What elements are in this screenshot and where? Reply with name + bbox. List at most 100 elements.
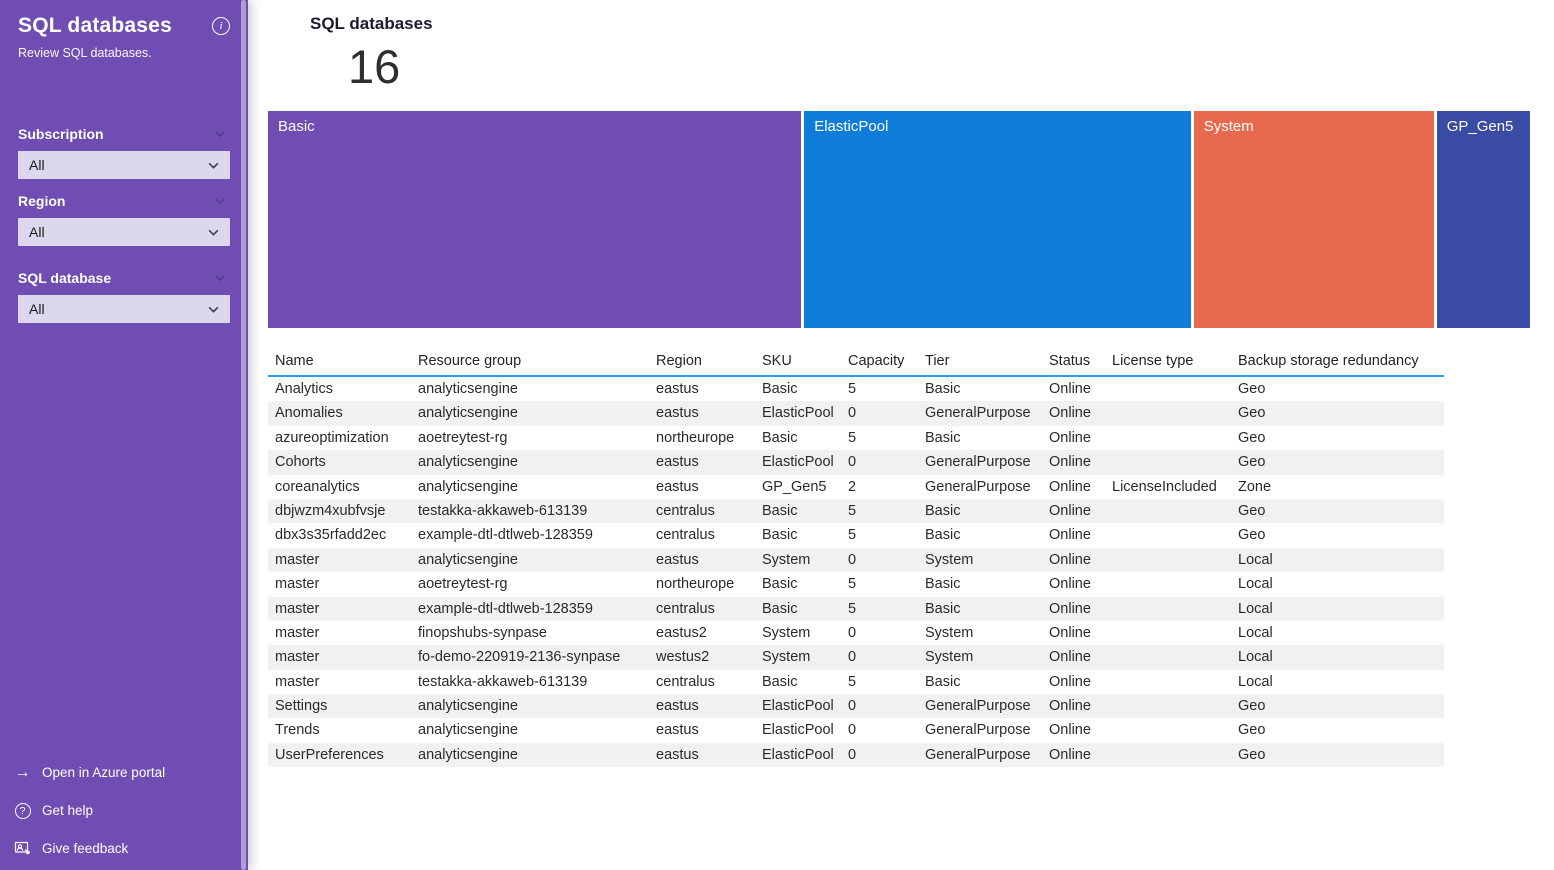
chevron-down-icon: [215, 275, 225, 282]
table-cell: GeneralPurpose: [925, 454, 1031, 471]
table-cell: Local: [1238, 624, 1273, 641]
column-header-capacity[interactable]: Capacity: [848, 352, 905, 369]
region-dropdown[interactable]: All: [18, 218, 230, 246]
table-cell: Geo: [1238, 405, 1266, 422]
table-row[interactable]: master finopshubs-synpase eastus2 System 0 Sy…: [268, 621, 1444, 645]
table-cell: Local: [1238, 649, 1273, 666]
give-feedback-link[interactable]: Give feedback: [14, 840, 165, 857]
table-row[interactable]: master analyticsengine eastus System 0 System…: [268, 547, 1444, 573]
table-cell: azureoptimization: [275, 429, 389, 446]
table-cell: eastus: [656, 698, 699, 715]
table-row[interactable]: coreanalytics analyticsengine eastus GP_Gen…: [268, 475, 1444, 499]
table-row[interactable]: Trends analyticsengine eastus ElasticPool 0 G…: [268, 718, 1444, 742]
table-cell: 0: [848, 649, 857, 666]
table-cell: GeneralPurpose: [925, 722, 1031, 739]
table-cell: 0: [848, 746, 857, 763]
table-row[interactable]: Analytics analyticsengine eastus Basic 5 Basi…: [268, 377, 1444, 401]
table-cell: System: [762, 624, 811, 641]
table-row[interactable]: master fo-demo-220919-2136-synpase westus2…: [268, 645, 1444, 670]
table-cell: Online: [1049, 673, 1091, 690]
subscription-dropdown[interactable]: All: [18, 151, 230, 179]
column-header-sku[interactable]: SKU: [762, 352, 792, 369]
feedback-icon: [14, 840, 31, 857]
table-cell: analyticsengine: [418, 381, 518, 397]
table-cell: Online: [1049, 454, 1091, 471]
treemap-segment-elasticpool[interactable]: ElasticPool: [804, 111, 1191, 328]
table-cell: eastus: [656, 746, 699, 763]
sidebar-title: SQL databases: [18, 14, 172, 37]
table-cell: UserPreferences: [275, 746, 384, 763]
table-cell: ElasticPool: [762, 722, 834, 739]
table-cell: Local: [1238, 551, 1273, 568]
column-header-tier[interactable]: Tier: [925, 352, 950, 369]
table-cell: eastus: [656, 381, 699, 397]
table-cell: Online: [1049, 722, 1091, 739]
column-header-name[interactable]: Name: [275, 352, 314, 369]
column-header-resource-group[interactable]: Resource group: [418, 352, 522, 369]
table-cell: Online: [1049, 600, 1091, 617]
table-row[interactable]: dbx3s35rfadd2ec example-dtl-dtlweb-128359…: [268, 523, 1444, 547]
table-cell: eastus: [656, 551, 699, 568]
table-cell: Local: [1238, 600, 1273, 617]
filter-label: Region: [18, 193, 66, 209]
table-cell: 5: [848, 527, 857, 544]
table-row[interactable]: UserPreferences analyticsengine eastus Elas…: [268, 742, 1444, 768]
treemap: Basic ElasticPool System GP_Gen5: [268, 111, 1530, 328]
table-cell: master: [275, 649, 320, 666]
table-row[interactable]: master aoetreytest-rg northeurope Basic 5 Bas…: [268, 572, 1444, 596]
filter-label-row[interactable]: Region: [18, 193, 230, 209]
table-cell: analyticsengine: [418, 551, 518, 568]
filters-panel: Subscription All Region All SQL database: [18, 126, 230, 323]
column-header-backup-storage-redundancy[interactable]: Backup storage redundancy: [1238, 352, 1419, 369]
table-cell: Online: [1049, 698, 1091, 715]
filter-sql-database: SQL database All: [18, 270, 230, 323]
table-cell: analyticsengine: [418, 405, 518, 422]
table-row[interactable]: dbjwzm4xubfvsje testakka-akkaweb-613139 ce…: [268, 498, 1444, 524]
table-cell: Geo: [1238, 429, 1266, 446]
stat-title: SQL databases: [310, 14, 433, 33]
table-cell: testakka-akkaweb-613139: [418, 502, 588, 519]
table-cell: dbx3s35rfadd2ec: [275, 527, 387, 544]
table-row[interactable]: master testakka-akkaweb-613139 centralus Ba…: [268, 670, 1444, 694]
filter-label: Subscription: [18, 126, 104, 142]
table-row[interactable]: Settings analyticsengine eastus ElasticPool…: [268, 694, 1444, 719]
table-cell: Online: [1049, 502, 1091, 519]
table-cell: centralus: [656, 673, 715, 690]
table-cell: System: [925, 551, 974, 568]
arrow-right-icon: →: [14, 763, 31, 781]
open-in-azure-portal-link[interactable]: → Open in Azure portal: [14, 763, 166, 781]
treemap-segment-basic[interactable]: Basic: [268, 111, 802, 328]
filter-label: SQL database: [18, 270, 112, 286]
column-header-license-type[interactable]: License type: [1112, 352, 1194, 369]
table-row[interactable]: Anomalies analyticsengine eastus ElasticPoo…: [268, 401, 1444, 426]
filter-region: Region All: [18, 193, 230, 246]
table-cell: northeurope: [656, 576, 735, 593]
table-cell: Online: [1049, 576, 1091, 593]
column-header-region[interactable]: Region: [656, 352, 702, 369]
table-cell: Geo: [1238, 381, 1266, 397]
table-cell: analyticsengine: [418, 746, 518, 763]
get-help-link[interactable]: ? Get help: [14, 802, 165, 819]
column-header-status[interactable]: Status: [1049, 352, 1091, 369]
chevron-down-icon: [208, 229, 219, 236]
table-cell: aoetreytest-rg: [418, 429, 508, 446]
table-cell: 0: [848, 551, 857, 568]
table-cell: ElasticPool: [762, 698, 834, 715]
table-row[interactable]: master example-dtl-dtlweb-128359 centralus…: [268, 596, 1444, 621]
filter-label-row[interactable]: Subscription: [18, 126, 230, 142]
treemap-segment-system[interactable]: System: [1193, 111, 1434, 328]
table-cell: Analytics: [275, 381, 334, 397]
table-row[interactable]: Cohorts analyticsengine eastus ElasticPool 0…: [268, 450, 1444, 475]
filter-label-row[interactable]: SQL database: [18, 270, 230, 286]
info-icon[interactable]: i: [212, 17, 230, 35]
filter-subscription: Subscription All: [18, 126, 230, 179]
table-cell: centralus: [656, 502, 715, 519]
dropdown-value: All: [29, 301, 45, 317]
table-cell: 5: [848, 429, 857, 446]
table-cell: Geo: [1238, 527, 1266, 544]
sql-database-dropdown[interactable]: All: [18, 295, 230, 323]
table-row[interactable]: azureoptimization aoetreytest-rg northeuro…: [268, 426, 1444, 450]
databases-table: Name Resource group Region SKU Capacity …: [268, 346, 1444, 768]
treemap-segment-gp_gen5[interactable]: GP_Gen5: [1436, 111, 1530, 328]
table-cell: 2: [848, 478, 857, 495]
